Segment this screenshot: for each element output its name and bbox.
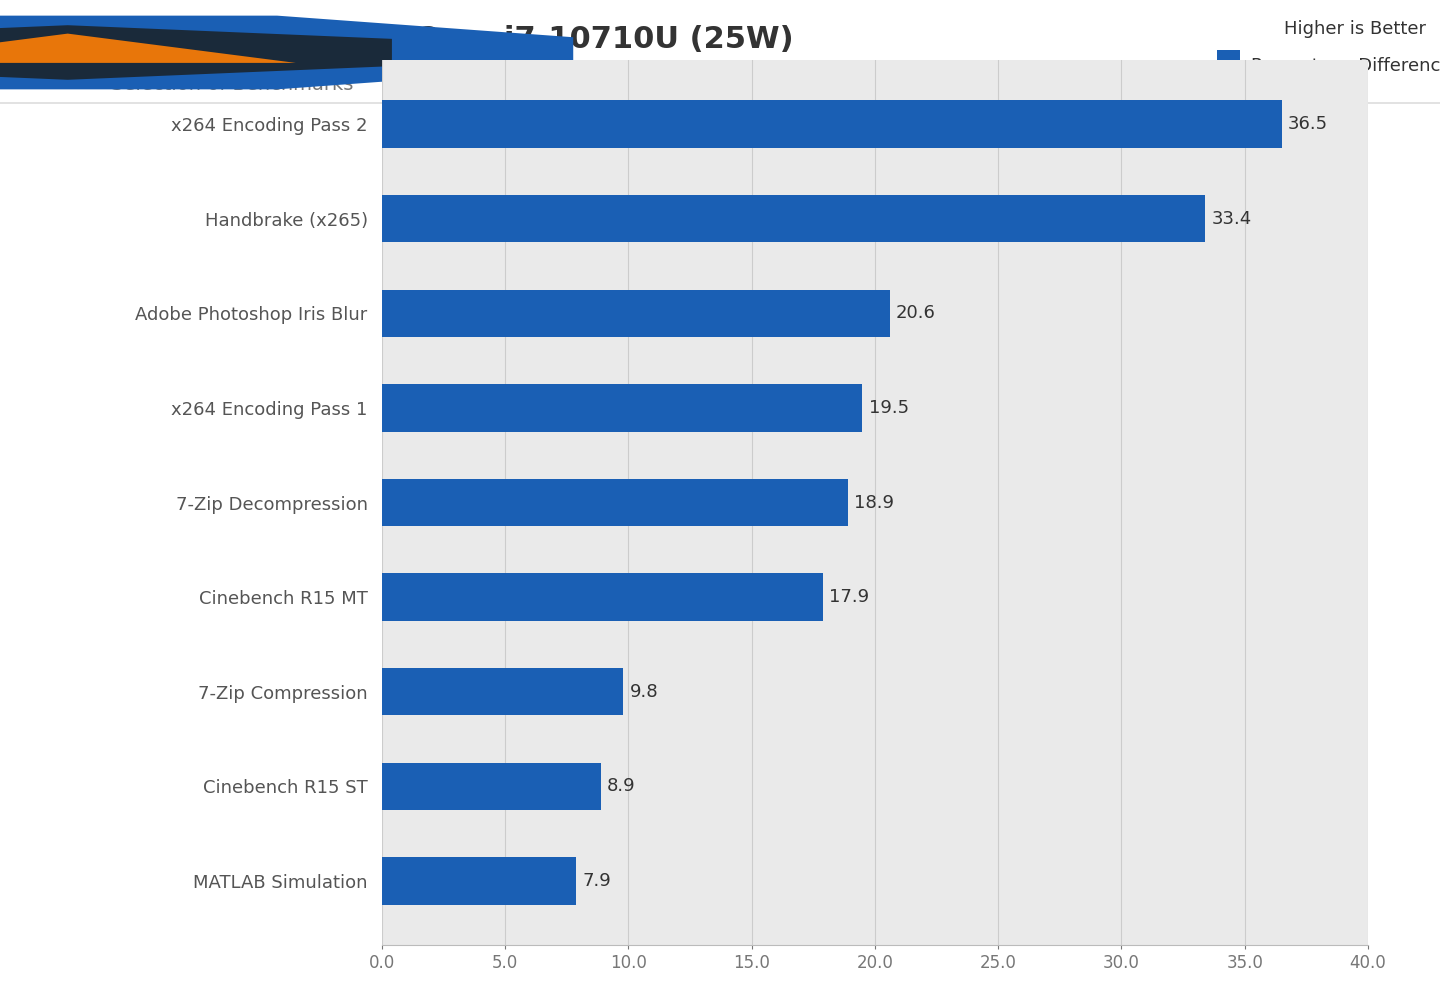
Bar: [382, 763, 600, 810]
Text: 9.8: 9.8: [629, 683, 658, 701]
Bar: [1217, 50, 1240, 82]
Text: Higher is Better: Higher is Better: [1283, 20, 1426, 38]
Text: 17.9: 17.9: [829, 588, 870, 606]
Text: 19.5: 19.5: [868, 399, 909, 417]
Text: Percentage Difference: Percentage Difference: [1251, 57, 1440, 75]
Bar: [382, 573, 824, 621]
Polygon shape: [0, 25, 392, 80]
Text: 36.5: 36.5: [1287, 115, 1328, 133]
Bar: [382, 290, 890, 337]
Bar: [382, 100, 1282, 148]
Bar: [382, 195, 1205, 242]
Text: 18.9: 18.9: [854, 493, 894, 512]
Bar: [382, 384, 863, 432]
Polygon shape: [0, 34, 295, 63]
Text: 33.4: 33.4: [1211, 210, 1251, 228]
Text: 8.9: 8.9: [608, 777, 636, 795]
Bar: [382, 668, 624, 715]
Text: Selection of Benchmarks: Selection of Benchmarks: [111, 75, 353, 94]
Polygon shape: [0, 16, 573, 89]
Text: Core i7-9750H vs Core i7-10710U (25W): Core i7-9750H vs Core i7-10710U (25W): [111, 25, 793, 54]
Text: 20.6: 20.6: [896, 304, 936, 322]
Bar: [382, 857, 576, 905]
Text: 7.9: 7.9: [583, 872, 612, 890]
Bar: [382, 479, 848, 526]
